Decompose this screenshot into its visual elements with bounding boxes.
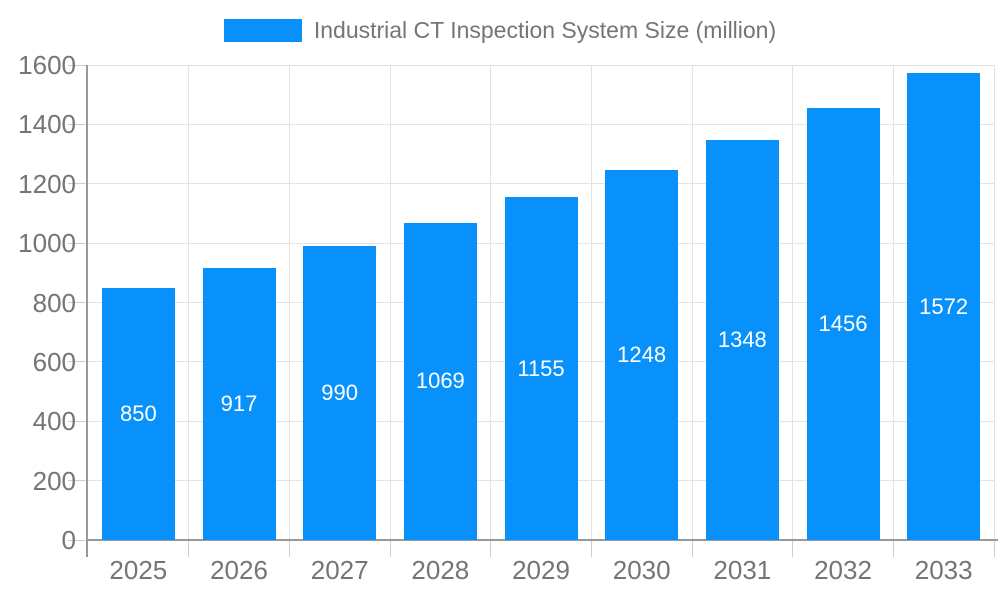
bar-value-label: 1572 bbox=[919, 293, 969, 319]
x-axis-tick bbox=[590, 540, 592, 557]
y-axis-tick bbox=[68, 64, 88, 66]
bar-value-label: 1348 bbox=[717, 326, 767, 352]
legend-label: Industrial CT Inspection System Size (mi… bbox=[313, 17, 777, 43]
v-gridline bbox=[892, 65, 894, 540]
x-axis-tick bbox=[188, 540, 190, 557]
v-gridline bbox=[288, 65, 290, 540]
y-axis-label: 1000 bbox=[18, 228, 76, 259]
x-axis-label: 2026 bbox=[210, 555, 268, 585]
bar[interactable]: 1348 bbox=[705, 139, 779, 540]
y-axis-label: 1600 bbox=[18, 50, 76, 80]
v-gridline bbox=[691, 65, 693, 540]
h-gridline bbox=[88, 64, 994, 66]
y-axis-label: 1400 bbox=[18, 109, 76, 140]
y-axis-tick bbox=[68, 183, 88, 185]
x-axis-label: 2033 bbox=[914, 555, 973, 585]
x-axis-tick bbox=[892, 540, 894, 557]
x-axis-tick bbox=[993, 540, 995, 557]
legend-swatch-icon bbox=[223, 19, 302, 42]
v-gridline bbox=[993, 65, 995, 540]
bar[interactable]: 1155 bbox=[504, 197, 578, 540]
x-axis-tick bbox=[792, 540, 794, 557]
x-axis-label: 2028 bbox=[411, 555, 470, 585]
bar[interactable]: 990 bbox=[303, 246, 377, 540]
y-axis-label: 400 bbox=[32, 406, 76, 437]
y-axis-tick bbox=[68, 420, 88, 422]
x-axis-tick bbox=[691, 540, 693, 557]
bar-value-label: 1069 bbox=[415, 368, 465, 394]
v-gridline bbox=[490, 65, 492, 540]
x-axis-label: 2025 bbox=[109, 555, 168, 585]
v-gridline bbox=[188, 65, 190, 540]
y-axis-label: 200 bbox=[32, 465, 76, 496]
bar[interactable]: 917 bbox=[202, 267, 276, 540]
bar-value-label: 917 bbox=[220, 390, 258, 416]
x-axis-label: 2032 bbox=[814, 555, 872, 585]
bar[interactable]: 1248 bbox=[605, 169, 679, 540]
x-axis-label: 2031 bbox=[713, 555, 772, 585]
x-axis-tick bbox=[490, 540, 492, 557]
y-axis-label: 1200 bbox=[18, 168, 76, 199]
bar-value-label: 850 bbox=[119, 400, 157, 426]
x-axis-tick bbox=[389, 540, 391, 557]
y-axis-tick bbox=[68, 302, 88, 303]
y-axis-label: 0 bbox=[61, 525, 76, 555]
bar-value-label: 1155 bbox=[517, 355, 565, 381]
h-gridline bbox=[88, 183, 994, 185]
x-axis-line bbox=[86, 539, 998, 541]
x-axis-label: 2029 bbox=[512, 555, 570, 585]
y-axis-tick bbox=[68, 361, 88, 363]
bar[interactable]: 1572 bbox=[907, 73, 981, 540]
y-axis-tick bbox=[68, 480, 88, 482]
y-axis-tick bbox=[68, 123, 88, 125]
bar-value-label: 990 bbox=[321, 380, 359, 406]
x-axis-tick bbox=[288, 540, 290, 557]
v-gridline bbox=[389, 65, 391, 540]
x-axis-label: 2030 bbox=[612, 555, 671, 585]
bar[interactable]: 1069 bbox=[403, 222, 477, 540]
legend[interactable]: Industrial CT Inspection System Size (mi… bbox=[0, 17, 1000, 44]
y-axis-tick bbox=[68, 242, 88, 244]
bar-value-label: 1248 bbox=[617, 341, 667, 367]
bar[interactable]: 1456 bbox=[806, 107, 880, 540]
v-gridline bbox=[792, 65, 794, 540]
y-axis-line bbox=[86, 65, 88, 557]
x-axis-label: 2027 bbox=[310, 555, 369, 585]
y-axis-label: 800 bbox=[32, 287, 76, 318]
y-axis-tick bbox=[68, 539, 88, 541]
y-axis-label: 600 bbox=[32, 346, 76, 377]
bar[interactable]: 850 bbox=[101, 287, 175, 540]
v-gridline bbox=[590, 65, 592, 540]
bar-value-label: 1456 bbox=[818, 310, 868, 336]
h-gridline bbox=[88, 123, 994, 125]
